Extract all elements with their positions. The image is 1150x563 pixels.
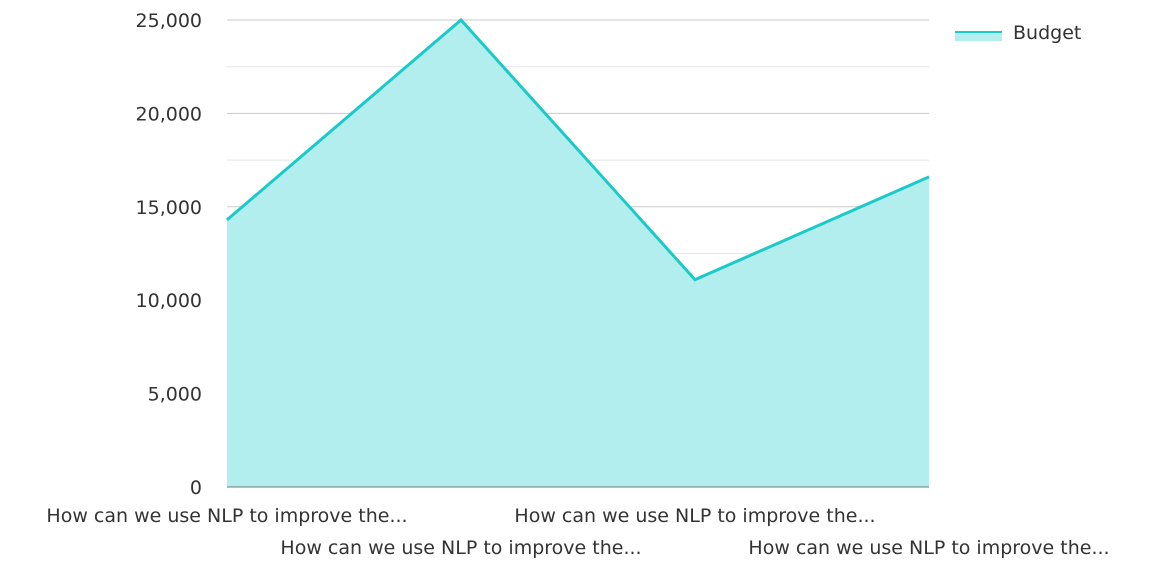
y-tick-label: 20,000 (136, 103, 202, 125)
x-tick-label: How can we use NLP to improve the... (514, 505, 875, 527)
y-tick-label: 5,000 (148, 384, 202, 406)
legend: Budget (955, 22, 1081, 44)
y-tick-label: 15,000 (136, 197, 202, 219)
area-fill-layer (227, 20, 929, 487)
y-tick-labels: 0 5,000 10,000 15,000 20,000 25,000 (136, 10, 202, 499)
series-line-budget (226, 17, 930, 282)
x-tick-label: How can we use NLP to improve the... (748, 537, 1109, 559)
x-tick-labels: How can we use NLP to improve the... How … (46, 505, 1109, 559)
y-tick-label: 25,000 (136, 10, 202, 32)
y-tick-label: 10,000 (136, 290, 202, 312)
legend-label-budget: Budget (1013, 22, 1081, 44)
y-tick-label: 0 (190, 477, 202, 499)
x-tick-label: How can we use NLP to improve the... (280, 537, 641, 559)
area-fill-budget (227, 20, 929, 487)
legend-swatch-fill-budget (955, 33, 1002, 41)
series-line-layer (226, 17, 930, 282)
x-tick-label: How can we use NLP to improve the... (46, 505, 407, 527)
